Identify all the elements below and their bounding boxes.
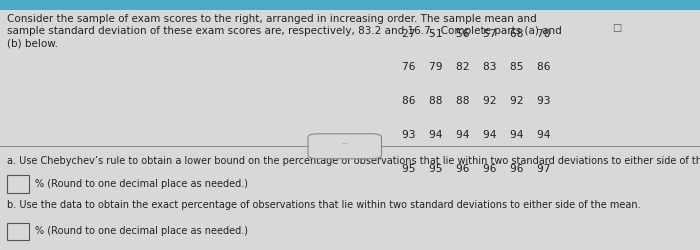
Text: sample standard deviation of these exam scores are, respectively, 83.2 and 16.7.: sample standard deviation of these exam … bbox=[7, 26, 561, 36]
Text: a. Use Chebychev’s rule to obtain a lower bound on the percentage of observation: a. Use Chebychev’s rule to obtain a lowe… bbox=[7, 156, 700, 166]
Text: 95  95  96  96  96  97: 95 95 96 96 96 97 bbox=[402, 164, 551, 174]
Text: Consider the sample of exam scores to the right, arranged in increasing order. T: Consider the sample of exam scores to th… bbox=[7, 14, 537, 24]
Bar bbox=[0, 0, 700, 10]
Text: % (Round to one decimal place as needed.): % (Round to one decimal place as needed.… bbox=[35, 226, 248, 236]
Text: 86  88  88  92  92  93: 86 88 88 92 92 93 bbox=[402, 96, 551, 106]
Text: 93  94  94  94  94  94: 93 94 94 94 94 94 bbox=[402, 130, 551, 140]
Text: b. Use the data to obtain the exact percentage of observations that lie within t: b. Use the data to obtain the exact perc… bbox=[7, 200, 640, 210]
Text: (b) below.: (b) below. bbox=[7, 39, 58, 49]
Bar bbox=[7, 175, 29, 192]
Text: % (Round to one decimal place as needed.): % (Round to one decimal place as needed.… bbox=[35, 179, 248, 189]
Text: □: □ bbox=[612, 22, 622, 32]
FancyBboxPatch shape bbox=[308, 134, 382, 159]
Text: 27  51  56  57  68  70: 27 51 56 57 68 70 bbox=[402, 29, 551, 39]
Text: 76  79  82  83  85  86: 76 79 82 83 85 86 bbox=[402, 62, 551, 72]
Text: ···: ··· bbox=[341, 140, 349, 149]
Bar bbox=[7, 222, 29, 240]
